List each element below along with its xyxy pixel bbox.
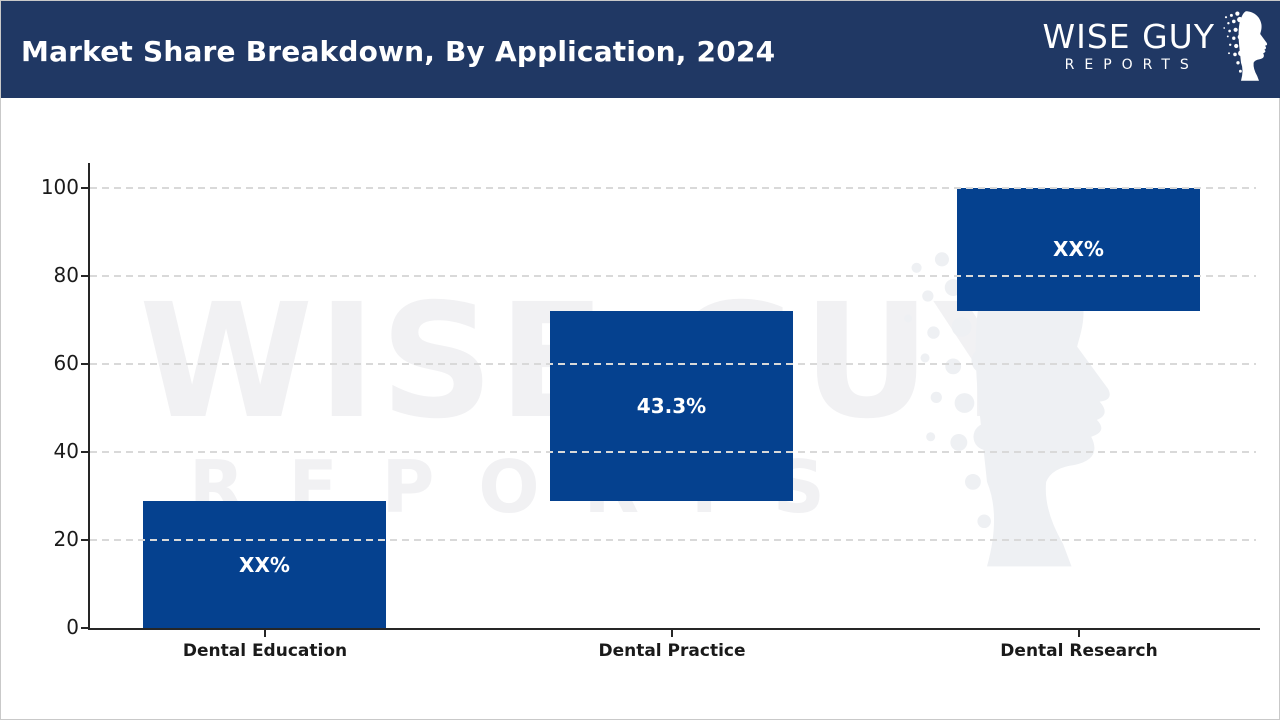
header-bar: Market Share Breakdown, By Application, … [1, 1, 1280, 98]
y-tick-label: 0 [66, 615, 79, 639]
bar-segment-2: 43.3% [550, 310, 793, 502]
y-tick-mark [81, 627, 88, 629]
y-tick-label: 60 [53, 351, 79, 375]
y-tick-label: 100 [40, 175, 79, 199]
x-tick-label: Dental Education [182, 641, 348, 661]
y-tick-label: 80 [53, 263, 79, 287]
bar-value-label: XX% [1053, 237, 1104, 262]
x-tick-label: Dental Research [1000, 641, 1158, 661]
wiseguy-face-icon [1223, 11, 1268, 81]
bar-value-label: XX% [239, 552, 290, 577]
logo-reports-label: REPORTS [1064, 56, 1199, 73]
x-tick-label: Dental Practice [598, 641, 746, 661]
y-tick-label: 40 [53, 439, 79, 463]
gridline [90, 539, 1256, 541]
logo-wiseguy-label: WISE GUY [1042, 17, 1215, 57]
x-tick-mark [264, 630, 266, 637]
y-tick-label: 20 [53, 527, 79, 551]
wiseguy-reports-logo: WISE GUY REPORTS [1042, 7, 1271, 85]
y-tick-mark [81, 451, 88, 453]
bar-segment-1: XX% [143, 501, 386, 628]
x-axis-line [88, 628, 1260, 630]
bar-value-label: 43.3% [636, 394, 707, 418]
y-tick-mark [81, 539, 88, 541]
gridline [90, 187, 1256, 189]
y-tick-mark [81, 275, 88, 277]
y-tick-mark [81, 187, 88, 189]
y-tick-mark [81, 363, 88, 365]
chart-title: Market Share Breakdown, By Application, … [21, 35, 776, 68]
bar-segment-3: XX% [957, 188, 1200, 311]
x-tick-mark [671, 630, 673, 637]
x-tick-mark [1078, 630, 1080, 637]
gridline [90, 451, 1256, 453]
logo-text: WISE GUY REPORTS [1042, 17, 1215, 73]
gridline [90, 363, 1256, 365]
gridline [90, 275, 1256, 277]
y-axis-line [88, 163, 90, 630]
